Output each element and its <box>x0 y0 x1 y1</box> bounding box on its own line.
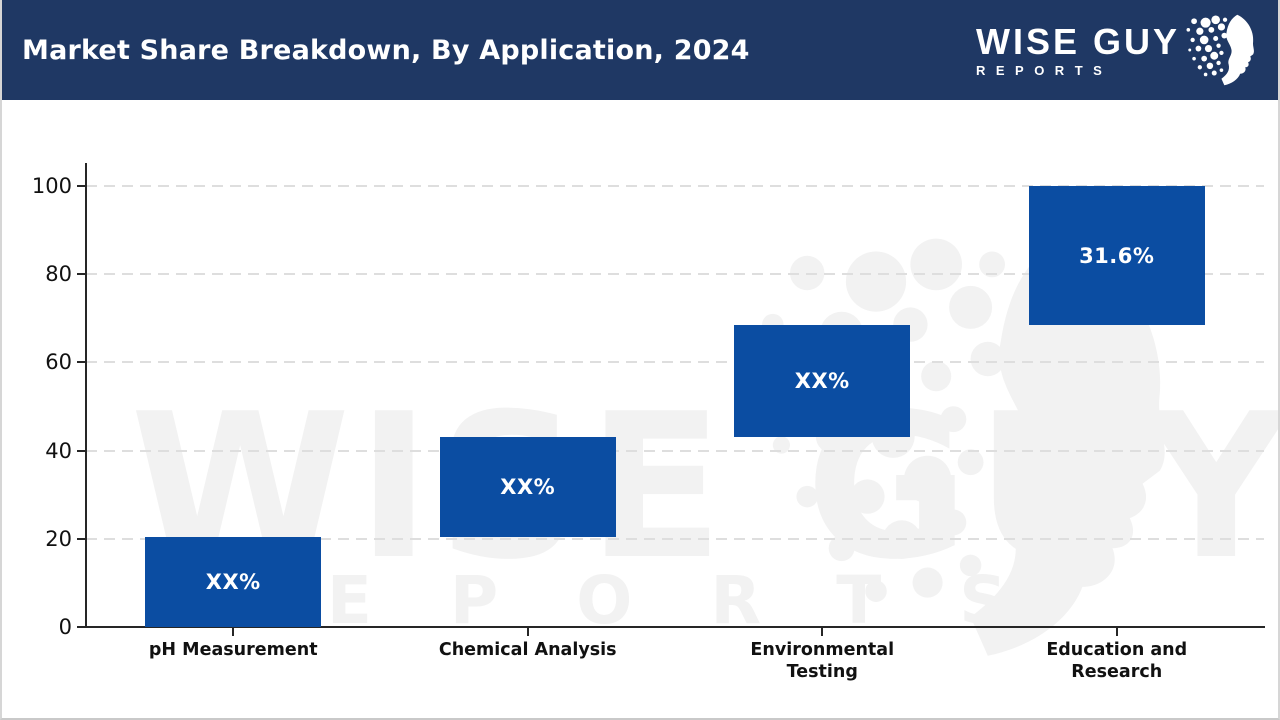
gridline <box>86 273 1264 276</box>
bar-segment: 31.6% <box>1028 186 1205 326</box>
logo-text: WISE GUY REPORTS <box>975 20 1180 78</box>
y-axis-line <box>85 163 87 628</box>
header-bar: Market Share Breakdown, By Application, … <box>2 0 1278 100</box>
y-tick-mark <box>77 273 86 276</box>
bar-value-label: XX% <box>794 369 850 394</box>
x-axis-line <box>85 626 1265 628</box>
y-tick-mark <box>77 361 86 364</box>
gridline <box>86 537 1264 540</box>
y-tick-label: 0 <box>58 615 72 639</box>
bar-value-label: XX% <box>205 570 261 594</box>
bar-segment: XX% <box>145 537 322 627</box>
y-tick-label: 40 <box>45 438 72 463</box>
x-tick-mark <box>1115 627 1118 636</box>
x-tick-mark <box>821 627 824 636</box>
page-title: Market Share Breakdown, By Application, … <box>22 34 750 66</box>
logo-subtitle: REPORTS <box>975 62 1113 78</box>
bar-segment: XX% <box>439 436 616 538</box>
x-tick-label: pH Measurement <box>148 640 318 660</box>
logo-wordmark: WISE GUY <box>975 20 1180 62</box>
y-tick-mark <box>77 449 86 452</box>
x-tick-label: Chemical Analysis <box>438 640 617 660</box>
y-tick-label: 100 <box>31 174 72 198</box>
bar-value-label: 31.6% <box>1079 243 1155 268</box>
chart-area: WISE GUY REPORTS 0 20 40 60 <box>2 100 1278 718</box>
wise-guy-reports-logo: WISE GUY REPORTS <box>976 9 1256 91</box>
x-tick-label: Education and Research <box>1046 640 1188 682</box>
bar-segment: XX% <box>734 325 911 437</box>
y-tick-label: 60 <box>45 350 72 375</box>
y-tick-mark <box>77 626 86 628</box>
gridline <box>86 361 1264 364</box>
wise-guy-head-icon <box>1186 14 1254 86</box>
y-tick-mark <box>77 537 86 540</box>
gridline <box>86 449 1264 452</box>
x-tick-label: Environmental Testing <box>750 640 895 682</box>
y-tick-label: 80 <box>45 262 72 287</box>
x-tick-mark <box>232 627 235 636</box>
x-tick-mark <box>526 627 529 636</box>
y-tick-label: 20 <box>45 526 72 551</box>
bar-value-label: XX% <box>500 474 556 499</box>
gridline <box>86 185 1264 187</box>
y-tick-mark <box>77 185 86 187</box>
